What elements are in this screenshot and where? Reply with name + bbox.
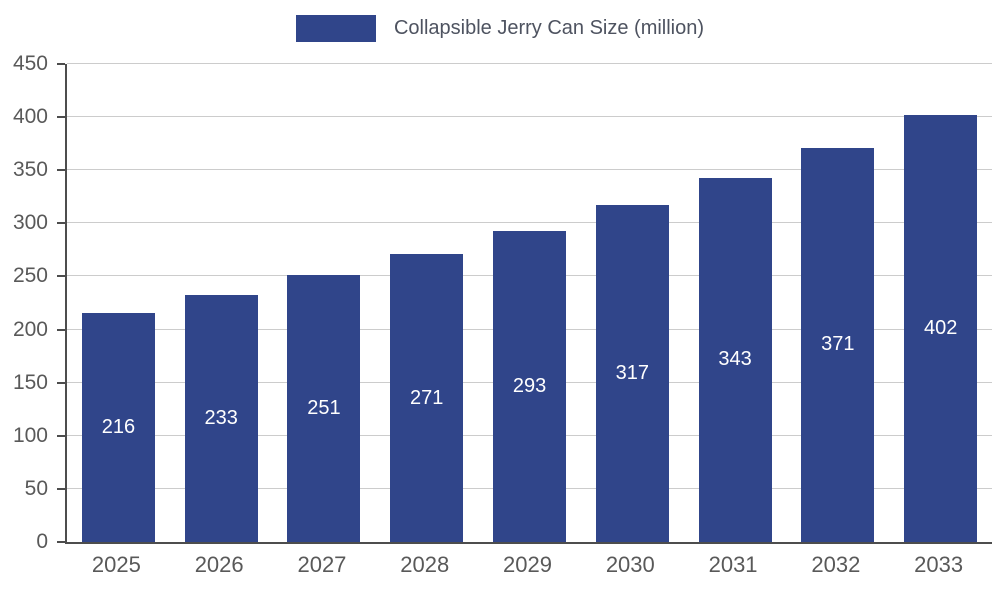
y-tick-mark bbox=[57, 381, 65, 384]
y-tick-label: 50 bbox=[24, 476, 48, 500]
y-tick-label: 0 bbox=[36, 530, 48, 553]
bar-value-label: 343 bbox=[718, 348, 752, 371]
y-tick-label: 300 bbox=[12, 211, 48, 235]
y-tick-mark bbox=[57, 63, 65, 65]
x-tick-label: 2033 bbox=[914, 552, 964, 577]
bar-value-label: 293 bbox=[512, 374, 547, 397]
bar-value-label: 317 bbox=[615, 362, 649, 385]
bar-2027[interactable]: 251 bbox=[287, 275, 361, 542]
x-tick-label: 2025 bbox=[91, 552, 141, 577]
y-tick-mark bbox=[57, 116, 65, 119]
y-tick-label: 350 bbox=[12, 158, 48, 182]
y-tick-mark bbox=[57, 541, 65, 543]
y-tick-mark bbox=[57, 222, 65, 225]
y-tick-label: 400 bbox=[12, 105, 48, 129]
y-tick-mark bbox=[57, 328, 65, 331]
legend-swatch bbox=[295, 15, 376, 42]
x-tick-label: 2029 bbox=[503, 552, 552, 577]
gridline bbox=[67, 169, 992, 171]
x-axis: 2025 2026 2027 2028 2029 2030 2031 2032 2033 bbox=[65, 552, 990, 578]
bar-value-label: 233 bbox=[204, 406, 238, 429]
bar-2026[interactable]: 233 bbox=[184, 294, 258, 542]
bar-value-label: 216 bbox=[101, 415, 136, 438]
y-tick-mark bbox=[57, 434, 65, 437]
bar-value-label: 371 bbox=[821, 333, 855, 356]
y-tick-label: 200 bbox=[12, 317, 48, 341]
bar-slot-2031: 343 bbox=[684, 64, 787, 542]
bar-slot-2032: 371 bbox=[786, 64, 889, 542]
bar-slot-2028: 271 bbox=[375, 64, 478, 542]
x-tick-label: 2030 bbox=[605, 552, 655, 577]
bars-group: 216 233 251 271 293 317 343 371 402 bbox=[67, 64, 992, 542]
y-tick-mark bbox=[57, 275, 65, 278]
bar-2032[interactable]: 371 bbox=[801, 147, 875, 542]
y-tick-label: 250 bbox=[12, 264, 48, 288]
bar-value-label: 402 bbox=[923, 317, 958, 339]
bar-value-label: 251 bbox=[307, 397, 341, 420]
bar-2025[interactable]: 216 bbox=[81, 312, 155, 542]
bar-slot-2026: 233 bbox=[170, 64, 273, 542]
gridline bbox=[67, 222, 992, 224]
plot-area: 216 233 251 271 293 317 343 371 402 bbox=[57, 63, 992, 544]
bar-slot-2027: 251 bbox=[273, 64, 376, 542]
y-tick-label: 100 bbox=[12, 423, 48, 447]
y-tick-mark bbox=[57, 487, 65, 490]
y-axis: 0 50 100 150 200 250 300 350 400 450 bbox=[0, 52, 56, 553]
bar-slot-2030: 317 bbox=[581, 64, 684, 542]
bar-slot-2029: 293 bbox=[478, 64, 581, 542]
x-tick-label: 2031 bbox=[708, 552, 758, 577]
bar-2031[interactable]: 343 bbox=[698, 177, 772, 542]
x-tick-label: 2026 bbox=[194, 552, 244, 577]
bar-slot-2033: 402 bbox=[889, 64, 992, 542]
bar-value-label: 271 bbox=[410, 386, 444, 409]
y-tick-label: 150 bbox=[12, 370, 48, 394]
bar-slot-2025: 216 bbox=[67, 64, 170, 542]
x-tick-label: 2028 bbox=[400, 552, 450, 577]
y-tick-label: 450 bbox=[12, 52, 48, 75]
legend-label: Collapsible Jerry Can Size (million) bbox=[393, 17, 705, 39]
bar-2028[interactable]: 271 bbox=[390, 254, 464, 542]
bar-2029[interactable]: 293 bbox=[493, 230, 566, 542]
bar-2033[interactable]: 402 bbox=[904, 115, 978, 542]
bar-2030[interactable]: 317 bbox=[595, 205, 669, 542]
x-tick-label: 2027 bbox=[297, 552, 347, 577]
chart-legend[interactable]: Collapsible Jerry Can Size (million) bbox=[0, 15, 1000, 42]
x-tick-label: 2032 bbox=[811, 552, 861, 577]
y-tick-mark bbox=[57, 169, 65, 172]
gridline bbox=[67, 116, 992, 118]
gridline bbox=[67, 63, 992, 64]
